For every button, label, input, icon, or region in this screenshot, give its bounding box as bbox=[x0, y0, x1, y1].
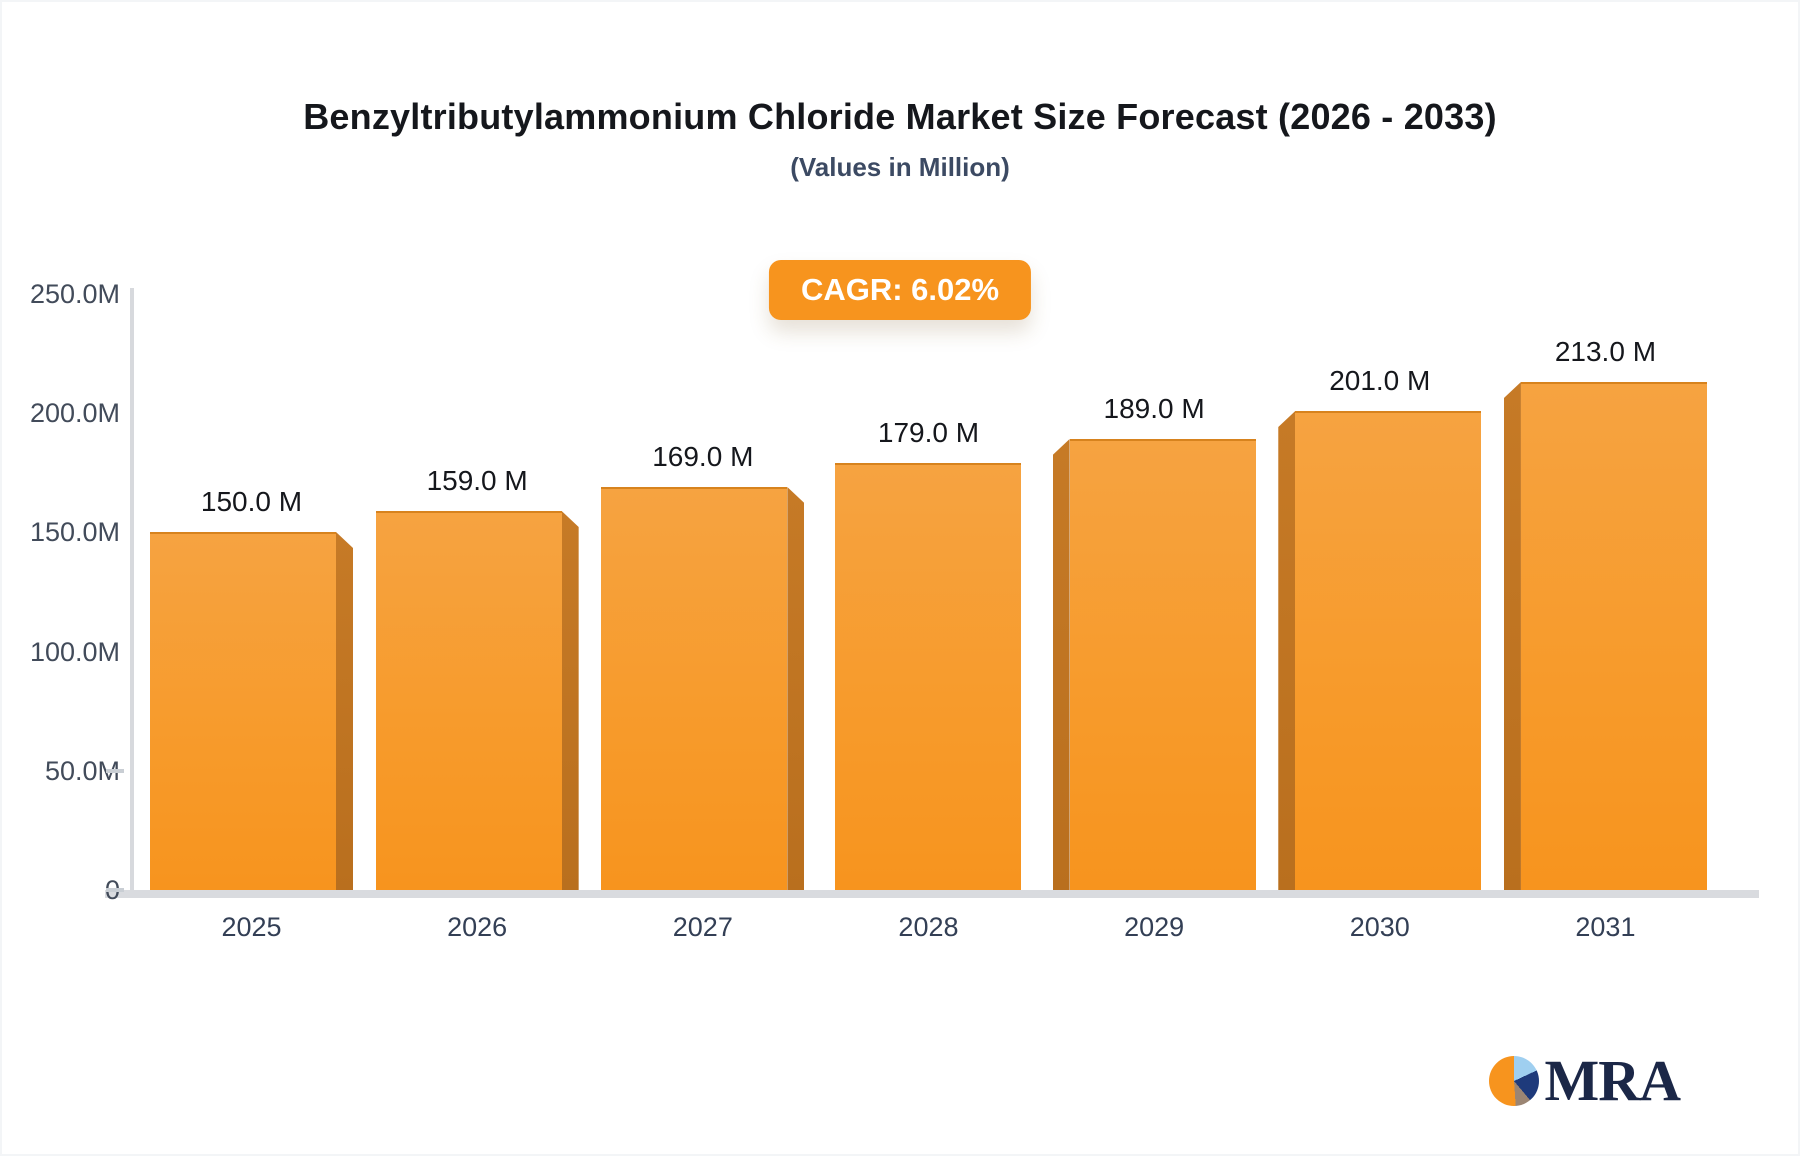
y-tick-mark bbox=[106, 768, 124, 773]
chart-subtitle: (Values in Million) bbox=[790, 152, 1010, 182]
bar bbox=[601, 487, 788, 890]
x-axis-baseline bbox=[105, 890, 1759, 898]
bar-value-label: 201.0 M bbox=[1329, 365, 1431, 396]
y-axis-line bbox=[130, 288, 134, 898]
x-axis-label: 2027 bbox=[672, 912, 733, 942]
bar-group-2031: 213.0 M 2031 bbox=[1503, 294, 1707, 942]
x-axis-label: 2025 bbox=[221, 912, 282, 942]
bar-group-2025: 150.0 M 2025 bbox=[150, 294, 353, 942]
bar-group-2028: 179.0 M 2028 bbox=[827, 294, 1030, 942]
logo-text: MRA bbox=[1544, 1048, 1681, 1113]
bar-value-label: 213.0 M bbox=[1554, 336, 1657, 367]
bar-value-label: 169.0 M bbox=[652, 441, 754, 472]
x-axis-label: 2028 bbox=[898, 912, 959, 942]
pie-chart-icon bbox=[1489, 1056, 1540, 1106]
bar-3d-side bbox=[787, 487, 805, 890]
bar bbox=[150, 532, 336, 890]
bar-3d-side bbox=[1278, 411, 1296, 890]
bar-value-label: 159.0 M bbox=[426, 465, 528, 496]
plot-area: 150.0 M 2025 159.0 M 2026 169.0 M 2027 179.0 M… bbox=[132, 294, 1757, 942]
bar bbox=[835, 463, 1022, 890]
bar-3d-side bbox=[561, 511, 579, 890]
bar-value-label: 179.0 M bbox=[877, 417, 980, 448]
x-axis-label: 2026 bbox=[447, 912, 508, 942]
y-tick-mark bbox=[106, 888, 124, 892]
mra-logo: MRA bbox=[1489, 1048, 1681, 1113]
bar-value-label: 189.0 M bbox=[1103, 393, 1205, 424]
chart-title: Benzyltributylammonium Chloride Market S… bbox=[303, 96, 1497, 137]
y-tick-label: 200.0M bbox=[29, 398, 120, 429]
bar-3d-side bbox=[1052, 439, 1070, 890]
x-axis-label: 2029 bbox=[1124, 912, 1185, 942]
bar bbox=[1069, 439, 1256, 890]
y-tick-label: 100.0M bbox=[29, 636, 120, 667]
y-tick-label: 250.0M bbox=[29, 279, 120, 309]
bar-group-2029: 189.0 M 2029 bbox=[1052, 294, 1256, 942]
bar bbox=[375, 511, 562, 890]
bar-group-2030: 201.0 M 2030 bbox=[1278, 294, 1482, 942]
bar-value-label: 150.0 M bbox=[200, 486, 303, 517]
bar bbox=[1295, 411, 1482, 890]
y-tick-label: 0 bbox=[2, 876, 120, 904]
bar-group-2026: 159.0 M 2026 bbox=[375, 294, 579, 942]
x-axis-label: 2031 bbox=[1575, 912, 1636, 942]
cagr-badge: CAGR: 6.02% bbox=[768, 260, 1032, 320]
x-axis-label: 2030 bbox=[1349, 912, 1410, 942]
bar-3d-side bbox=[1503, 382, 1521, 890]
y-tick-label: 150.0M bbox=[29, 517, 120, 548]
bar-3d-side bbox=[336, 532, 353, 890]
y-tick-label: 50.0M bbox=[44, 755, 120, 786]
bar-group-2027: 169.0 M 2027 bbox=[601, 294, 805, 942]
bar bbox=[1520, 382, 1707, 890]
